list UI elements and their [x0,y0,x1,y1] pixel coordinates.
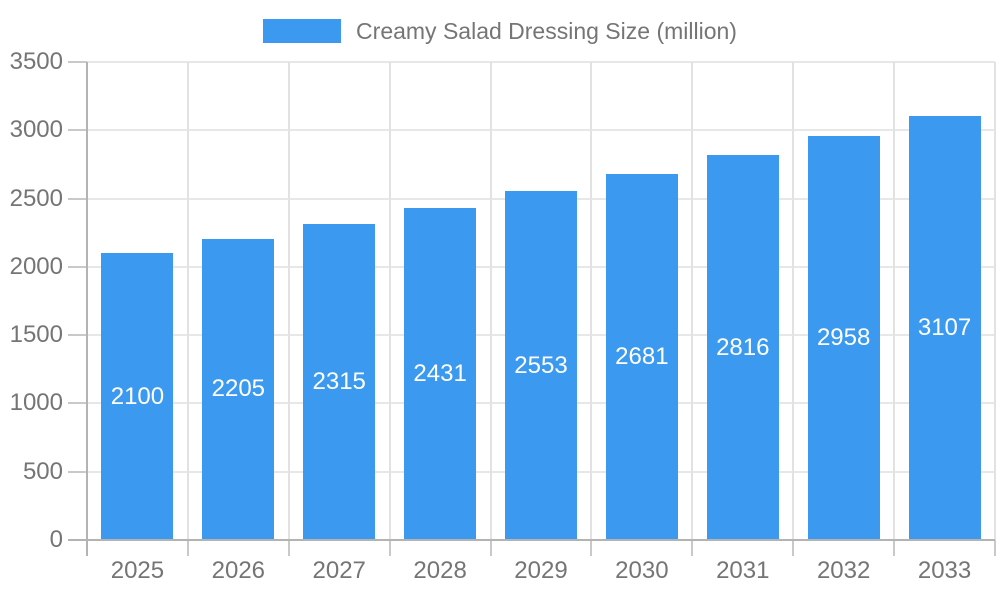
bar[interactable]: 2431 [404,207,477,540]
bar[interactable]: 3107 [908,115,981,540]
x-axis-tick [590,540,593,556]
x-axis-label: 2027 [312,557,366,584]
x-axis-tick [186,540,189,556]
gridline-vertical [186,62,189,540]
y-axis-tick [68,265,87,268]
y-axis-tick [68,334,87,337]
y-axis-label: 1500 [9,321,63,349]
gridline-horizontal [87,61,995,63]
x-axis-label: 2029 [514,557,568,584]
x-axis-label: 2028 [413,557,467,584]
x-axis-tick [792,540,795,556]
bar[interactable]: 2315 [303,223,376,540]
x-axis-tick [489,540,492,556]
x-axis-label: 2032 [816,557,871,584]
x-axis-line [68,539,995,541]
gridline-vertical [590,62,593,540]
x-axis-tick [994,540,996,556]
bar-value-label: 2315 [312,367,366,395]
x-axis-label: 2033 [917,557,972,584]
y-axis-label: 3000 [9,116,63,144]
y-axis-label: 0 [49,526,63,553]
bar[interactable]: 2958 [807,136,880,540]
x-axis-label: 2025 [110,557,165,584]
y-axis-label: 2500 [9,184,63,212]
bar[interactable]: 2205 [202,238,275,540]
bar[interactable]: 2553 [505,191,577,540]
bar[interactable]: 2816 [706,155,779,540]
y-axis-label: 2000 [9,252,63,280]
gridline-vertical [489,62,492,540]
x-axis-tick [287,540,290,556]
legend-swatch-icon[interactable] [263,19,342,43]
y-axis-label: 3500 [9,48,63,75]
gridline-vertical [994,62,996,540]
y-axis-label: 500 [22,457,63,485]
bar-value-label: 2100 [110,382,165,410]
bar[interactable]: 2681 [605,173,678,540]
bar[interactable]: 2100 [101,253,174,540]
y-axis-line [86,62,88,556]
x-axis-tick [388,540,391,556]
bar-value-label: 2958 [816,324,871,351]
y-axis-label: 1000 [9,389,63,417]
x-axis-label: 2026 [211,557,266,584]
gridline-vertical [388,62,391,540]
x-axis-tick [893,540,896,556]
gridline-vertical [287,62,290,540]
y-axis-tick [68,61,87,63]
bar-value-label: 2553 [514,351,568,379]
y-axis-tick [68,129,87,132]
y-axis-tick [68,402,87,405]
bar-value-label: 2205 [211,375,266,403]
gridline-vertical [893,62,896,540]
bar-value-label: 2431 [413,359,467,387]
gridline-vertical [691,62,694,540]
legend-label[interactable]: Creamy Salad Dressing Size (million) [356,17,737,44]
y-axis-tick [68,197,87,200]
x-axis-label: 2030 [615,557,669,584]
x-axis-label: 2031 [716,557,770,584]
gridline-vertical [792,62,795,540]
bar-value-label: 2681 [615,342,669,370]
bar-value-label: 3107 [917,313,972,341]
x-axis-tick [691,540,694,556]
y-axis-tick [68,470,87,473]
gridline-horizontal [87,129,995,132]
bar-value-label: 2816 [716,333,770,361]
legend[interactable]: Creamy Salad Dressing Size (million) [0,18,1000,44]
